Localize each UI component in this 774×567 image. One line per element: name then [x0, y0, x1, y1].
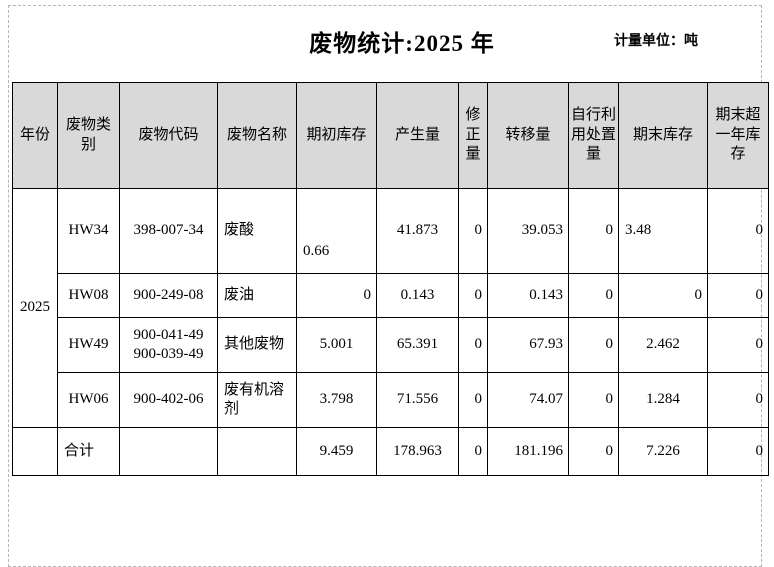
category-cell: HW08 — [57, 273, 120, 318]
transferred-total-cell: 181.196 — [487, 427, 569, 476]
total-row: 合计 9.459 178.963 0 181.196 0 7.226 0 — [12, 427, 769, 476]
code-cell: 900-041-49 900-039-49 — [119, 317, 218, 373]
produced-cell: 0.143 — [376, 273, 459, 318]
header-correction: 修正量 — [458, 82, 488, 189]
self-disposal-cell: 0 — [568, 188, 619, 274]
table-row: 2025 HW34 398-007-34 废酸 0.66 41.873 0 39… — [12, 188, 769, 428]
total-label-cell: 合计 — [57, 427, 120, 476]
ending-stock-cell: 2.462 — [618, 317, 708, 373]
name-cell: 废有机溶剂 — [217, 372, 297, 428]
unit-label: 计量单位：吨 — [614, 34, 698, 49]
report-title: 废物统计:2025 年 — [309, 31, 495, 56]
transferred-cell: 67.93 — [487, 317, 569, 373]
code-cell: 398-007-34 — [119, 188, 218, 274]
transferred-cell: 0.143 — [487, 273, 569, 318]
opening-stock-cell: 3.798 — [296, 372, 377, 428]
over-one-year-cell: 0 — [707, 372, 769, 428]
header-opening-stock: 期初库存 — [296, 82, 377, 189]
correction-total-cell: 0 — [458, 427, 488, 476]
table-row: HW49 900-041-49 900-039-49 其他废物 5.001 65… — [13, 317, 769, 373]
category-cell: HW06 — [57, 372, 120, 428]
correction-cell: 0 — [458, 273, 488, 318]
self-disposal-cell: 0 — [568, 372, 619, 428]
ending-stock-cell: 3.48 — [618, 188, 708, 274]
opening-stock-cell: 5.001 — [296, 317, 377, 373]
ending-stock-cell: 1.284 — [618, 372, 708, 428]
produced-cell: 41.873 — [376, 188, 459, 274]
produced-total-cell: 178.963 — [376, 427, 459, 476]
correction-cell: 0 — [458, 188, 488, 274]
name-cell: 废酸 — [217, 188, 297, 274]
year-cell-empty — [12, 427, 58, 476]
self-disposal-cell: 0 — [568, 317, 619, 373]
header-waste-name: 废物名称 — [217, 82, 297, 189]
table-row: HW08 900-249-08 废油 0 0.143 0 0.143 0 0 0 — [13, 273, 769, 318]
header-waste-category: 废物类别 — [57, 82, 120, 189]
header-over-one-year-stock: 期末超一年库存 — [707, 82, 769, 189]
header-transferred: 转移量 — [487, 82, 569, 189]
header-row: 年份 废物类别 废物代码 废物名称 期初库存 产生量 修正量 转移量 自行利用处… — [12, 82, 769, 189]
table-row: HW06 900-402-06 废有机溶剂 3.798 71.556 0 74.… — [13, 372, 769, 428]
header-ending-stock: 期末库存 — [618, 82, 708, 189]
opening-stock-total-cell: 9.459 — [296, 427, 377, 476]
header-year: 年份 — [12, 82, 58, 189]
waste-statistics-table: 年份 废物类别 废物代码 废物名称 期初库存 产生量 修正量 转移量 自行利用处… — [12, 82, 769, 476]
produced-cell: 65.391 — [376, 317, 459, 373]
year-cell: 2025 — [12, 188, 58, 428]
category-cell: HW49 — [57, 317, 120, 373]
over-one-year-cell: 0 — [707, 188, 769, 274]
opening-stock-cell: 0.66 — [296, 188, 377, 274]
name-cell: 废油 — [217, 273, 297, 318]
correction-cell: 0 — [458, 372, 488, 428]
produced-cell: 71.556 — [376, 372, 459, 428]
header-produced: 产生量 — [376, 82, 459, 189]
header-waste-code: 废物代码 — [119, 82, 218, 189]
name-cell-empty — [217, 427, 297, 476]
code-cell: 900-249-08 — [119, 273, 218, 318]
self-disposal-total-cell: 0 — [568, 427, 619, 476]
ending-stock-total-cell: 7.226 — [618, 427, 708, 476]
header-self-disposal: 自行利用处置量 — [568, 82, 619, 189]
over-one-year-cell: 0 — [707, 317, 769, 373]
self-disposal-cell: 0 — [568, 273, 619, 318]
code-cell-empty — [119, 427, 218, 476]
over-one-year-total-cell: 0 — [707, 427, 769, 476]
name-cell: 其他废物 — [217, 317, 297, 373]
transferred-cell: 74.07 — [487, 372, 569, 428]
category-cell: HW34 — [57, 188, 120, 274]
correction-cell: 0 — [458, 317, 488, 373]
ending-stock-cell: 0 — [618, 273, 708, 318]
code-cell: 900-402-06 — [119, 372, 218, 428]
over-one-year-cell: 0 — [707, 273, 769, 318]
opening-stock-cell: 0 — [296, 273, 377, 318]
transferred-cell: 39.053 — [487, 188, 569, 274]
